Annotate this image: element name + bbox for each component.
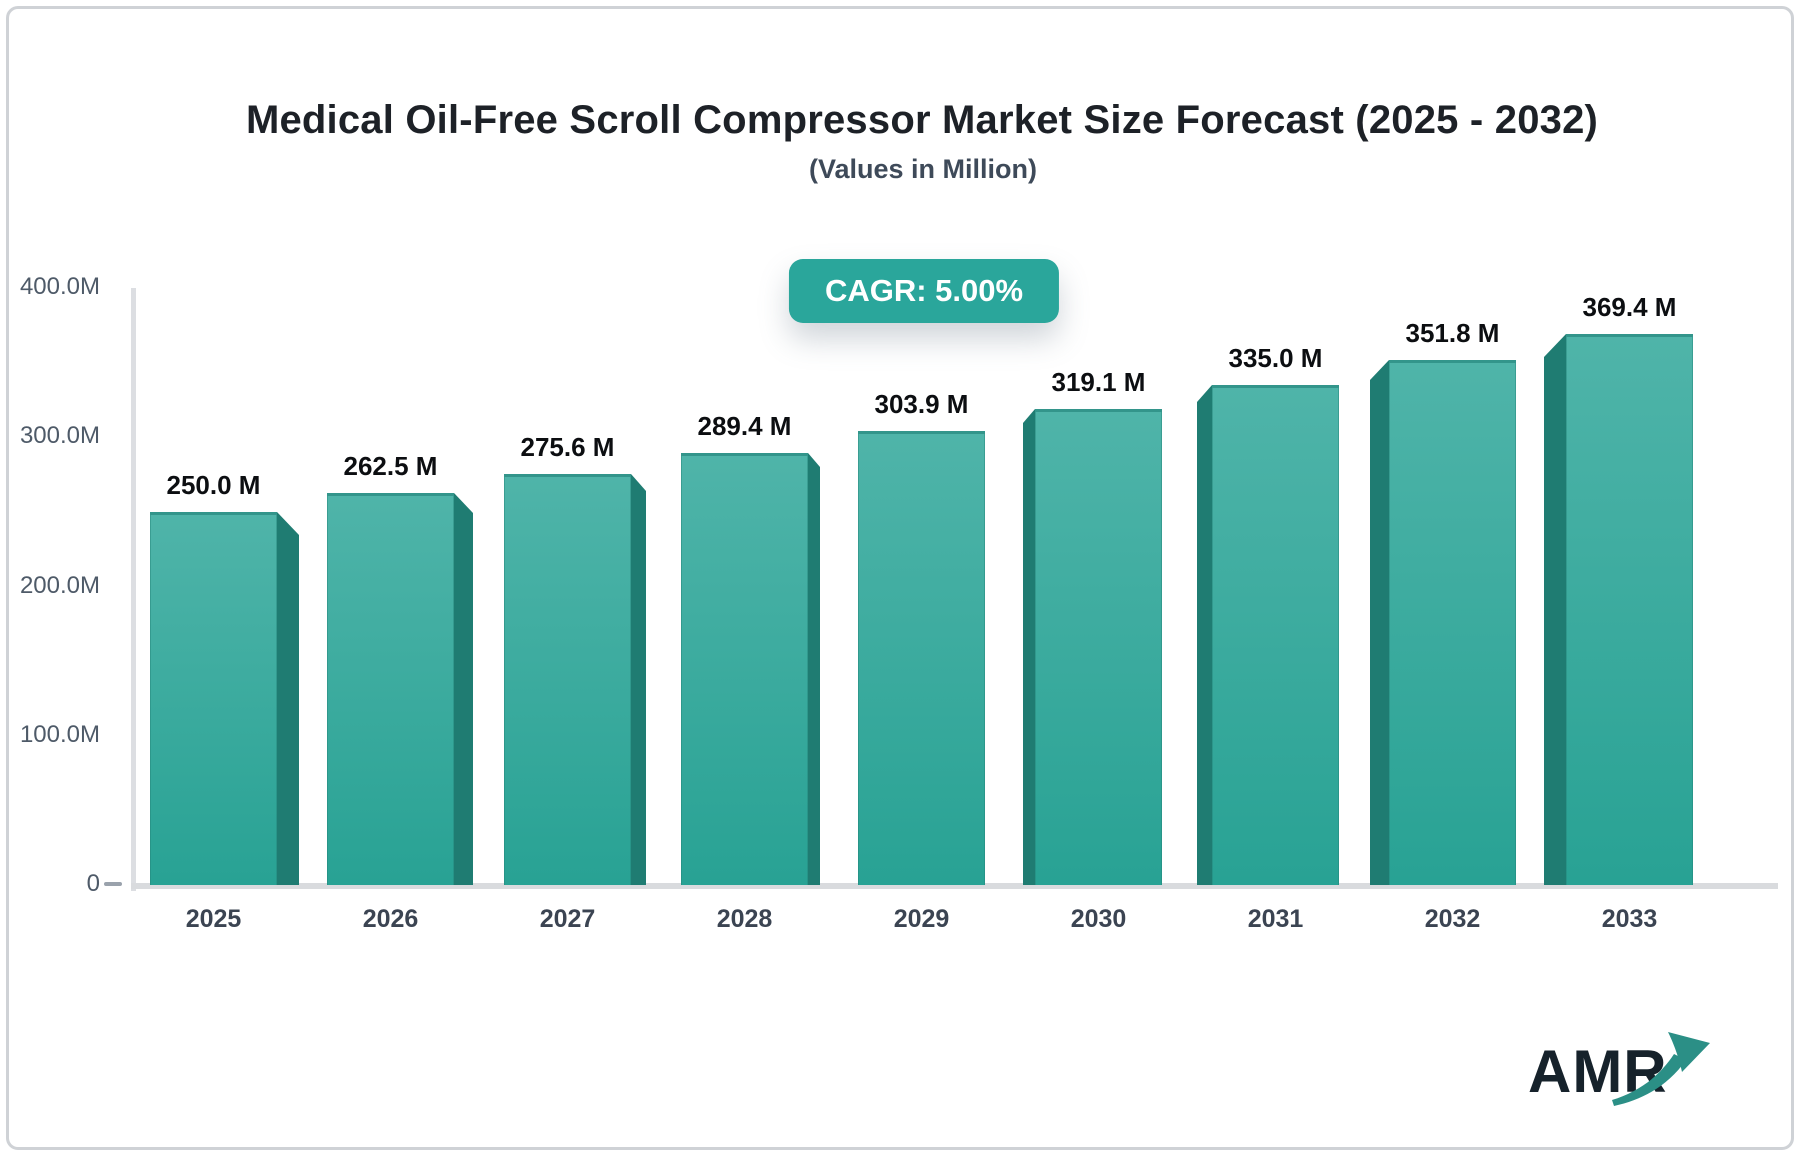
bar-2031[interactable] [1212,385,1339,885]
bar-2032[interactable] [1389,360,1516,885]
x-axis-line [131,883,1778,889]
bar-value-label: 275.6 M [520,432,615,462]
bar-value-label: 335.0 M [1228,343,1323,373]
y-axis-line [131,288,136,891]
chart-title: Medical Oil-Free Scroll Compressor Marke… [245,98,1599,142]
cagr-badge: CAGR: 5.00% [788,259,1060,323]
bar-2029[interactable] [858,431,985,885]
bar-side-face [1197,385,1212,885]
x-axis-label: 2028 [716,905,773,933]
bar-value-label: 351.8 M [1405,318,1500,348]
bar-value-label: 369.4 M [1582,292,1677,322]
bar-value-label: 319.1 M [1051,367,1146,397]
x-axis-label: 2032 [1424,905,1481,933]
bar-value-label: 303.9 M [874,389,969,419]
x-axis-label: 2030 [1070,905,1127,933]
bar-side-face [277,512,299,885]
bar-value-label: 262.5 M [343,451,438,481]
bar-2027[interactable] [504,474,631,885]
bar-side-face [454,493,473,885]
y-axis-tick-label: 0 [86,870,100,897]
bar-2030[interactable] [1035,409,1162,885]
bar-2026[interactable] [327,493,454,885]
x-axis-label: 2027 [539,905,596,933]
x-axis-label: 2026 [362,905,419,933]
bar-side-face [631,474,646,885]
bar-side-face [1023,409,1035,885]
bar-2028[interactable] [681,453,808,885]
x-axis-label: 2031 [1247,905,1304,933]
bar-value-label: 250.0 M [166,470,261,500]
x-axis-label: 2033 [1601,905,1658,933]
y-axis-tick-label: 200.0M [19,571,100,599]
bar-side-face [1544,334,1566,885]
x-axis-label: 2029 [893,905,950,933]
zero-tick-mark [104,882,122,886]
bar-side-face [1370,360,1389,885]
y-axis-tick-label: 400.0M [19,273,100,300]
bar-2025[interactable] [150,512,277,885]
y-axis-tick-label: 300.0M [19,422,100,450]
bar-2033[interactable] [1566,334,1693,885]
x-axis-label: 2025 [185,905,242,933]
chart-subtitle: (Values in Million) [808,154,1038,184]
bar-value-label: 289.4 M [697,411,792,441]
brand-logo: AMR [1528,1032,1718,1124]
y-axis-tick-label: 100.0M [19,720,100,748]
bar-side-face [808,453,820,885]
growth-arrow-icon [1612,1032,1710,1106]
